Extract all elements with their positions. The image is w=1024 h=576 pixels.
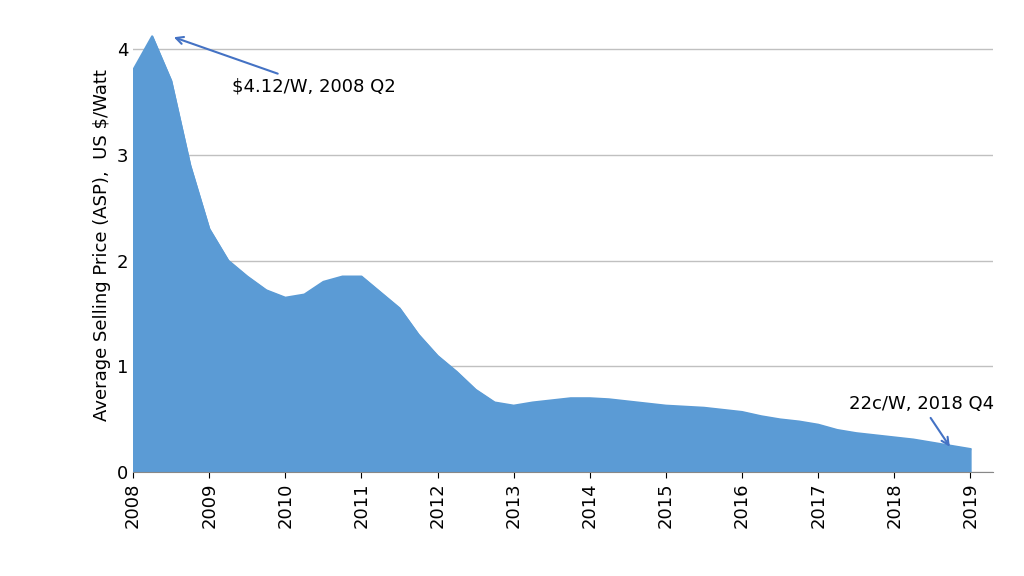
Text: 22c/W, 2018 Q4: 22c/W, 2018 Q4: [849, 395, 993, 445]
Y-axis label: Average Selling Price (ASP),  US $/Watt: Average Selling Price (ASP), US $/Watt: [93, 69, 112, 420]
Text: $4.12/W, 2008 Q2: $4.12/W, 2008 Q2: [176, 37, 396, 96]
